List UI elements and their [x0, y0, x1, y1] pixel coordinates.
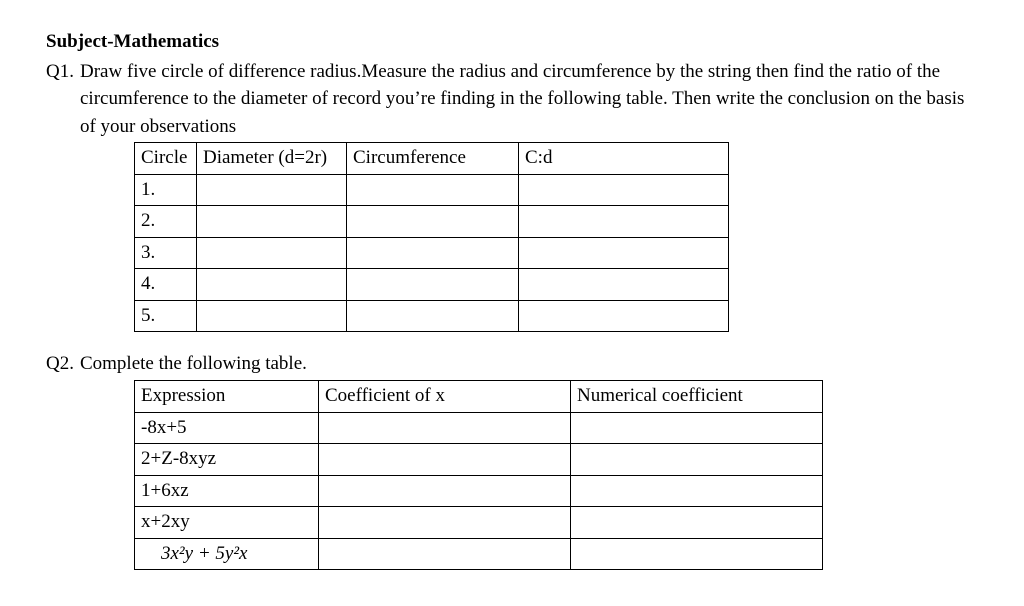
q2-expr-cell: x+2xy [135, 507, 319, 539]
q2-cell [571, 444, 823, 476]
table-row: 2+Z-8xyz [135, 444, 823, 476]
q2-cell [319, 507, 571, 539]
q1-cell: 5. [135, 300, 197, 332]
q2-expr-cell: 1+6xz [135, 475, 319, 507]
q1-header-circumference: Circumference [347, 143, 519, 175]
q1-cell [197, 206, 347, 238]
q1-cell [519, 269, 729, 301]
q2-expr-cell: -8x+5 [135, 412, 319, 444]
q1-header-circle: Circle [135, 143, 197, 175]
q1-number: Q1. [46, 58, 80, 141]
q1-cell [519, 174, 729, 206]
subject-heading: Subject-Mathematics [46, 28, 978, 56]
q1-cell [347, 300, 519, 332]
q2-expr-cell: 3x²y + 5y²x [135, 538, 319, 570]
q2-cell [571, 538, 823, 570]
q1-text: Draw five circle of difference radius.Me… [80, 58, 978, 141]
q2-header-numeric-coeff: Numerical coefficient [571, 381, 823, 413]
table-row: 3x²y + 5y²x [135, 538, 823, 570]
table-row: 1+6xz [135, 475, 823, 507]
table-row: 4. [135, 269, 729, 301]
table-row: 5. [135, 300, 729, 332]
q2-text: Complete the following table. [80, 350, 978, 378]
table-row: x+2xy [135, 507, 823, 539]
table-row: Expression Coefficient of x Numerical co… [135, 381, 823, 413]
table-row: -8x+5 [135, 412, 823, 444]
q1-cell [197, 300, 347, 332]
q2-header-expression: Expression [135, 381, 319, 413]
q2-number: Q2. [46, 350, 80, 378]
table-row: Circle Diameter (d=2r) Circumference C:d [135, 143, 729, 175]
q2-cell [571, 475, 823, 507]
q1-cell [519, 237, 729, 269]
q1-header-diameter: Diameter (d=2r) [197, 143, 347, 175]
q1-cell: 3. [135, 237, 197, 269]
question-1: Q1. Draw five circle of difference radiu… [46, 58, 978, 141]
q1-cell: 1. [135, 174, 197, 206]
q2-cell [319, 412, 571, 444]
q2-table: Expression Coefficient of x Numerical co… [134, 380, 823, 570]
q1-cell [519, 206, 729, 238]
q1-cell [347, 206, 519, 238]
question-2: Q2. Complete the following table. [46, 350, 978, 378]
table-row: 2. [135, 206, 729, 238]
q2-cell [571, 507, 823, 539]
q2-cell [319, 475, 571, 507]
q1-cell [347, 269, 519, 301]
q1-cell [519, 300, 729, 332]
q1-cell [197, 237, 347, 269]
table-row: 1. [135, 174, 729, 206]
q2-header-coeff-x: Coefficient of x [319, 381, 571, 413]
q1-cell [347, 237, 519, 269]
q2-cell [571, 412, 823, 444]
q1-cell [197, 269, 347, 301]
table-row: 3. [135, 237, 729, 269]
q1-header-ratio: C:d [519, 143, 729, 175]
q1-cell [347, 174, 519, 206]
q1-cell: 4. [135, 269, 197, 301]
q1-table: Circle Diameter (d=2r) Circumference C:d… [134, 142, 729, 332]
q2-expr-cell: 2+Z-8xyz [135, 444, 319, 476]
q2-cell [319, 444, 571, 476]
q1-cell: 2. [135, 206, 197, 238]
q2-cell [319, 538, 571, 570]
q1-cell [197, 174, 347, 206]
